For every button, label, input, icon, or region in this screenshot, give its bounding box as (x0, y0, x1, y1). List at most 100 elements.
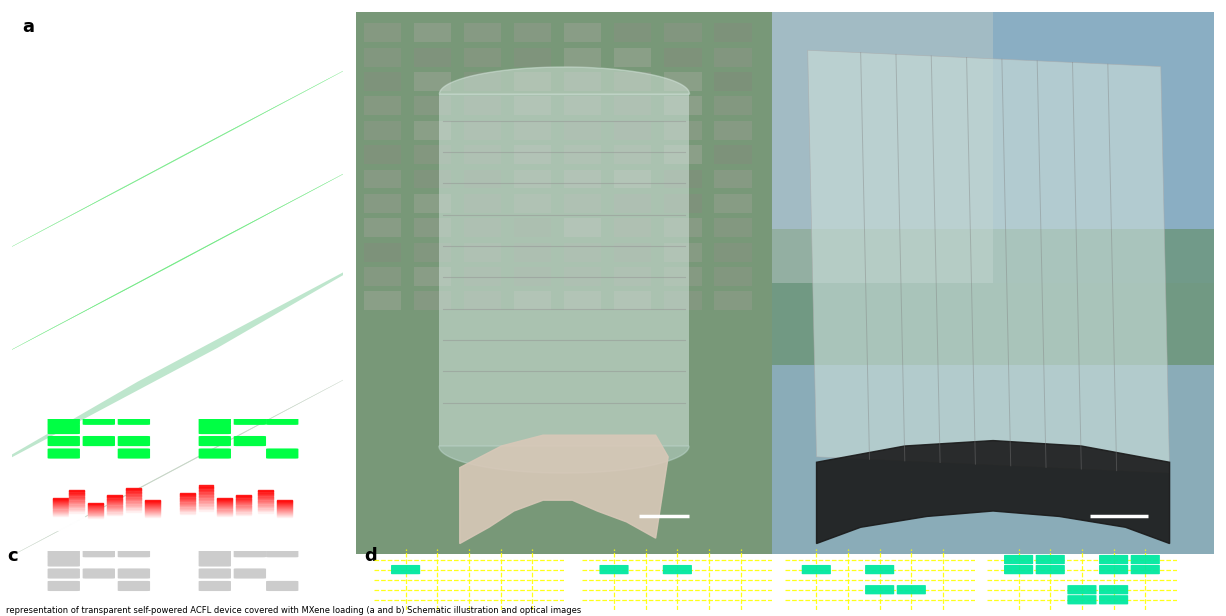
FancyBboxPatch shape (234, 547, 266, 557)
Bar (414, 121, 451, 140)
Polygon shape (158, 113, 264, 168)
Bar (664, 243, 701, 262)
Bar (564, 243, 602, 262)
Polygon shape (817, 440, 1170, 543)
FancyBboxPatch shape (1098, 585, 1128, 594)
Polygon shape (460, 435, 668, 543)
Bar (514, 169, 552, 188)
FancyBboxPatch shape (663, 565, 691, 574)
Bar (364, 72, 401, 91)
Bar (463, 121, 501, 140)
Polygon shape (222, 179, 335, 238)
Bar (514, 267, 552, 286)
Bar (564, 96, 602, 115)
FancyBboxPatch shape (1004, 555, 1034, 564)
Polygon shape (115, 137, 219, 192)
Polygon shape (22, 285, 135, 344)
FancyBboxPatch shape (199, 556, 230, 567)
FancyBboxPatch shape (1068, 595, 1096, 604)
Polygon shape (808, 51, 1170, 473)
FancyBboxPatch shape (1098, 565, 1128, 574)
FancyBboxPatch shape (1098, 595, 1128, 604)
FancyBboxPatch shape (48, 436, 80, 446)
FancyBboxPatch shape (118, 436, 150, 446)
Text: representation of transparent self-powered ACFL device covered with MXene loadin: representation of transparent self-power… (6, 606, 581, 615)
Bar (364, 121, 401, 140)
FancyBboxPatch shape (234, 569, 266, 578)
FancyBboxPatch shape (266, 581, 298, 591)
Bar (564, 72, 602, 91)
Bar (463, 194, 501, 213)
Bar (414, 291, 451, 310)
Bar (664, 291, 701, 310)
FancyBboxPatch shape (199, 424, 230, 434)
Bar (364, 145, 401, 164)
FancyBboxPatch shape (1068, 585, 1096, 594)
Bar (414, 96, 451, 115)
Polygon shape (156, 214, 268, 274)
Bar (664, 169, 701, 188)
Polygon shape (159, 113, 264, 168)
Bar (514, 291, 552, 310)
FancyBboxPatch shape (866, 585, 894, 594)
FancyBboxPatch shape (48, 556, 80, 567)
Bar (564, 145, 602, 164)
Bar (664, 218, 701, 237)
Polygon shape (58, 426, 256, 532)
Bar (439, 94, 689, 446)
Bar (714, 23, 752, 42)
Polygon shape (0, 240, 403, 489)
Bar (714, 96, 752, 115)
FancyBboxPatch shape (48, 547, 80, 557)
FancyBboxPatch shape (48, 448, 80, 458)
FancyBboxPatch shape (82, 415, 115, 425)
Bar (414, 47, 451, 67)
FancyBboxPatch shape (199, 436, 230, 446)
Bar (714, 72, 752, 91)
Polygon shape (0, 320, 69, 379)
Polygon shape (89, 249, 202, 309)
Bar (564, 194, 602, 213)
Bar (614, 72, 651, 91)
Polygon shape (0, 296, 113, 355)
Bar (463, 72, 501, 91)
FancyBboxPatch shape (1130, 565, 1160, 574)
Polygon shape (439, 446, 689, 473)
Bar (514, 194, 552, 213)
Polygon shape (204, 90, 308, 145)
Bar (414, 243, 451, 262)
Bar (364, 169, 401, 188)
Bar (664, 47, 701, 67)
Text: b: b (364, 18, 378, 36)
Bar (614, 121, 651, 140)
Bar (514, 121, 552, 140)
Bar (414, 218, 451, 237)
Bar (714, 291, 752, 310)
Bar (514, 243, 552, 262)
Bar (564, 218, 602, 237)
Bar (714, 267, 752, 286)
Polygon shape (248, 67, 352, 121)
Polygon shape (0, 349, 403, 587)
Bar (364, 243, 401, 262)
FancyBboxPatch shape (118, 415, 150, 425)
Polygon shape (0, 472, 172, 577)
Bar (564, 267, 602, 286)
Polygon shape (154, 214, 267, 274)
Bar (714, 169, 752, 188)
Bar (514, 47, 552, 67)
FancyBboxPatch shape (234, 415, 266, 425)
Polygon shape (0, 219, 65, 274)
Bar (664, 145, 701, 164)
Bar (463, 267, 501, 286)
FancyBboxPatch shape (48, 581, 80, 591)
Polygon shape (132, 226, 245, 285)
Bar (564, 23, 602, 42)
Bar (514, 72, 552, 91)
FancyBboxPatch shape (391, 565, 421, 574)
Bar (614, 23, 651, 42)
FancyBboxPatch shape (1130, 555, 1160, 564)
Bar (664, 121, 701, 140)
Bar (614, 96, 651, 115)
Polygon shape (137, 125, 242, 180)
